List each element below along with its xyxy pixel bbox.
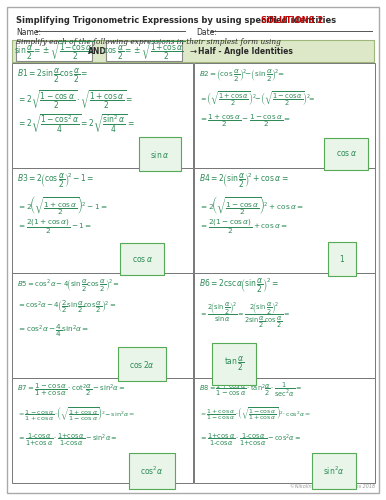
Bar	[12, 273, 193, 378]
Text: $=2\sqrt{\dfrac{1-\cos^2\alpha}{4}}=2\sqrt{\dfrac{\sin^2\alpha}{4}}=$: $=2\sqrt{\dfrac{1-\cos^2\alpha}{4}}=2\sq…	[17, 113, 135, 135]
Text: $=\cos^2\!\alpha-4\!\left(\dfrac{2}{2}\sin\dfrac{\alpha}{2}\cos\dfrac{\alpha}{2}: $=\cos^2\!\alpha-4\!\left(\dfrac{2}{2}\s…	[17, 299, 117, 315]
Bar	[12, 63, 193, 168]
Text: $=2\!\left(\sqrt{\dfrac{1-\cos\alpha}{2}}\right)^{\!2}+\cos\alpha=$: $=2\!\left(\sqrt{\dfrac{1-\cos\alpha}{2}…	[199, 194, 304, 216]
Bar	[12, 378, 193, 483]
Text: $=\dfrac{1-\cos\alpha}{1+\cos\alpha}\cdot\!\left(\sqrt{\dfrac{1+\cos\alpha}{1-\c: $=\dfrac{1-\cos\alpha}{1+\cos\alpha}\cdo…	[17, 406, 135, 423]
Text: SOLUTIONS 2: SOLUTIONS 2	[261, 16, 323, 25]
Bar	[194, 63, 375, 168]
Text: $B3=2\!\left(\cos\dfrac{\alpha}{2}\right)^{\!2}-1=$: $B3=2\!\left(\cos\dfrac{\alpha}{2}\right…	[17, 172, 95, 191]
Text: ©NikolinaKalinova|NikiMaths 2018: ©NikolinaKalinova|NikiMaths 2018	[290, 484, 375, 490]
Text: $1$: $1$	[339, 254, 345, 264]
Bar	[194, 168, 375, 273]
Text: $\tan\dfrac{\alpha}{2}$: $\tan\dfrac{\alpha}{2}$	[223, 355, 244, 373]
Text: $=\dfrac{1\text{-}\cos\alpha}{1\text{+}\cos\alpha}\cdot\dfrac{1\text{+}\cos\alph: $=\dfrac{1\text{-}\cos\alpha}{1\text{+}\…	[17, 432, 118, 448]
Text: $\rightarrow$: $\rightarrow$	[188, 46, 198, 56]
Text: $\cos\alpha$: $\cos\alpha$	[132, 254, 152, 264]
Text: $=\!\left(\sqrt{\dfrac{1+\cos\alpha}{2}}\right)^{\!2}\!\!-\!\left(\sqrt{\dfrac{1: $=\!\left(\sqrt{\dfrac{1+\cos\alpha}{2}}…	[199, 89, 315, 108]
Text: $B8=\dfrac{1+\cos\alpha}{1-\cos\alpha}\cdot\tan^2\!\dfrac{\alpha}{2}\cdot\dfrac{: $B8=\dfrac{1+\cos\alpha}{1-\cos\alpha}\c…	[199, 382, 302, 400]
Text: Simplify each of the following expressions in their simplest form using: Simplify each of the following expressio…	[16, 38, 281, 46]
Text: $=\dfrac{2(1+\cos\alpha)}{2}-1=$: $=\dfrac{2(1+\cos\alpha)}{2}-1=$	[17, 218, 92, 236]
Text: $=\dfrac{1\text{+}\cos\alpha}{1\text{-}\cos\alpha}\cdot\dfrac{1\text{-}\cos\alph: $=\dfrac{1\text{+}\cos\alpha}{1\text{-}\…	[199, 432, 301, 448]
Text: Date:: Date:	[196, 28, 217, 37]
Bar	[16, 41, 92, 61]
Text: $B4=2\!\left(\sin\dfrac{\alpha}{2}\right)^{\!2}+\cos\alpha=$: $B4=2\!\left(\sin\dfrac{\alpha}{2}\right…	[199, 172, 289, 191]
Bar	[194, 273, 375, 378]
Text: $\sin\alpha$: $\sin\alpha$	[151, 148, 169, 160]
Text: $\cos\dfrac{\alpha}{2}=\pm\sqrt{\dfrac{1\!+\!\cos\alpha}{2}}$: $\cos\dfrac{\alpha}{2}=\pm\sqrt{\dfrac{1…	[103, 40, 185, 62]
Text: $\cos\alpha$: $\cos\alpha$	[335, 150, 357, 158]
Text: $\cos^2\!\alpha$: $\cos^2\!\alpha$	[140, 465, 164, 477]
Text: $=2\!\left(\sqrt{\dfrac{1+\cos\alpha}{2}}\right)^{\!2}-1=$: $=2\!\left(\sqrt{\dfrac{1+\cos\alpha}{2}…	[17, 194, 108, 216]
Text: $=\dfrac{2\!\left(\sin\dfrac{\alpha}{2}\right)^{\!2}}{\sin\alpha}=\dfrac{2\!\lef: $=\dfrac{2\!\left(\sin\dfrac{\alpha}{2}\…	[199, 301, 291, 330]
Text: Simplifying Trigonometric Expressions by using specified identities: Simplifying Trigonometric Expressions by…	[16, 16, 339, 25]
Text: $\sin\dfrac{\alpha}{2}=\pm\sqrt{\dfrac{1\!-\!\cos\alpha}{2}}$: $\sin\dfrac{\alpha}{2}=\pm\sqrt{\dfrac{1…	[14, 40, 94, 62]
Bar	[194, 378, 375, 483]
Text: $B6=2\csc\alpha\!\left(\sin\dfrac{\alpha}{2}\right)^{\!2}=$: $B6=2\csc\alpha\!\left(\sin\dfrac{\alpha…	[199, 277, 279, 295]
Text: $B2=\!\left(\cos\dfrac{\alpha}{2}\right)^{\!2}\!\!-\!\left(\sin\dfrac{\alpha}{2}: $B2=\!\left(\cos\dfrac{\alpha}{2}\right)…	[199, 67, 284, 83]
Text: $B1=2\sin\dfrac{\alpha}{2}\cos\dfrac{\alpha}{2}=$: $B1=2\sin\dfrac{\alpha}{2}\cos\dfrac{\al…	[17, 67, 88, 86]
Text: $=\dfrac{2(1-\cos\alpha)}{2}+\cos\alpha=$: $=\dfrac{2(1-\cos\alpha)}{2}+\cos\alpha=…	[199, 218, 288, 236]
Bar	[106, 41, 182, 61]
Text: $=\cos^2\!\alpha-\dfrac{4}{4}\sin^2\!\alpha=$: $=\cos^2\!\alpha-\dfrac{4}{4}\sin^2\!\al…	[17, 323, 90, 340]
Text: $=\dfrac{1+\cos\alpha}{2}-\dfrac{1-\cos\alpha}{2}=$: $=\dfrac{1+\cos\alpha}{2}-\dfrac{1-\cos\…	[199, 113, 291, 130]
Bar	[12, 40, 374, 62]
Text: $=2\sqrt{\dfrac{1-\cos\alpha}{2}}\cdot\sqrt{\dfrac{1+\cos\alpha}{2}}=$: $=2\sqrt{\dfrac{1-\cos\alpha}{2}}\cdot\s…	[17, 89, 134, 112]
Text: Name:: Name:	[16, 28, 41, 37]
Text: $B7=\dfrac{1-\cos\alpha}{1+\cos\alpha}\cdot\cot^2\!\dfrac{\alpha}{2}-\sin^2\!\al: $B7=\dfrac{1-\cos\alpha}{1+\cos\alpha}\c…	[17, 382, 126, 398]
Bar	[12, 168, 193, 273]
Text: $B5=\cos^2\!\alpha-4\!\left(\sin\dfrac{\alpha}{2}\cos\dfrac{\alpha}{2}\right)^{\: $B5=\cos^2\!\alpha-4\!\left(\sin\dfrac{\…	[17, 277, 120, 293]
Text: AND: AND	[88, 46, 107, 56]
Text: $\cos2\alpha$: $\cos2\alpha$	[129, 358, 155, 370]
Text: $\sin^2\!\alpha$: $\sin^2\!\alpha$	[323, 465, 345, 477]
Text: $=\dfrac{1+\cos\alpha}{1-\cos\alpha}\cdot\!\left(\sqrt{\dfrac{1-\cos\alpha}{1+\c: $=\dfrac{1+\cos\alpha}{1-\cos\alpha}\cdo…	[199, 406, 311, 422]
Text: Half - Angle Identities: Half - Angle Identities	[198, 46, 293, 56]
